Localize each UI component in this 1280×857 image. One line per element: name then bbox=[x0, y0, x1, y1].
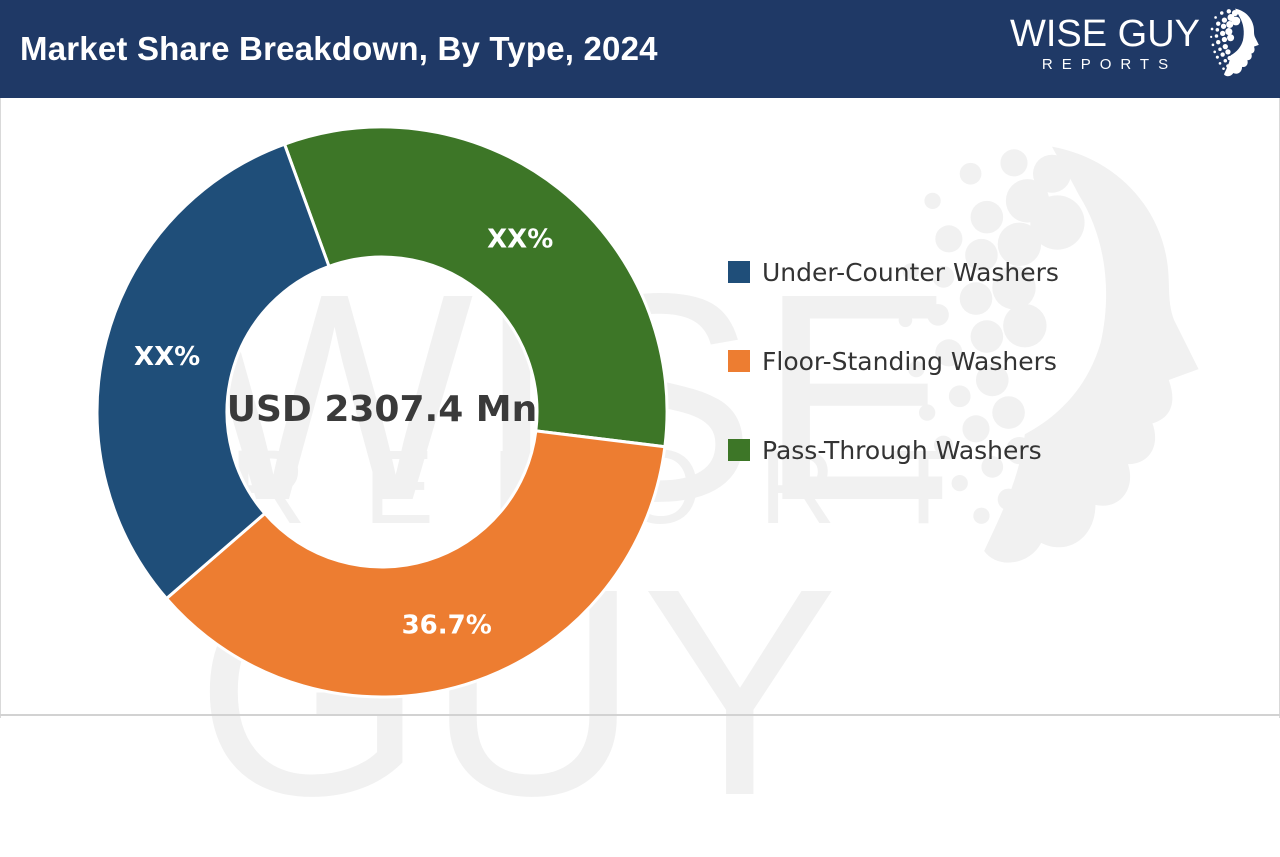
center-value-label: USD 2307.4 Mn bbox=[227, 389, 537, 430]
legend-item: Under-Counter Washers bbox=[728, 256, 1059, 288]
left-border bbox=[0, 98, 1, 718]
logo-face-icon bbox=[1210, 8, 1259, 77]
donut-chart: XX% 36.7% XX% USD 2307.4 Mn bbox=[95, 125, 669, 699]
legend-item: Floor-Standing Washers bbox=[728, 345, 1059, 377]
legend-item-label: Floor-Standing Washers bbox=[762, 346, 1057, 376]
logo: WISE GUY REPORTS bbox=[1010, 6, 1266, 81]
legend-item: Pass-Through Washers bbox=[728, 434, 1059, 466]
legend-swatch bbox=[728, 261, 750, 283]
legend-swatch bbox=[728, 350, 750, 372]
segment-value-label: XX% bbox=[487, 224, 553, 254]
legend-item-label: Pass-Through Washers bbox=[762, 435, 1042, 465]
header-bar: Market Share Breakdown, By Type, 2024 WI… bbox=[0, 0, 1280, 98]
logo-secondary-text: REPORTS bbox=[1041, 56, 1178, 73]
donut-segment bbox=[283, 125, 669, 449]
segment-value-label: XX% bbox=[134, 342, 200, 372]
logo-primary-text: WISE GUY bbox=[1009, 13, 1200, 55]
segment-value-label: 36.7% bbox=[402, 610, 492, 640]
legend-swatch bbox=[728, 439, 750, 461]
donut-segment bbox=[165, 429, 667, 699]
legend: Under-Counter Washers Floor-Standing Was… bbox=[728, 256, 1059, 523]
legend-item-label: Under-Counter Washers bbox=[762, 257, 1059, 287]
bottom-border bbox=[0, 714, 1280, 716]
page-title: Market Share Breakdown, By Type, 2024 bbox=[20, 30, 658, 67]
donut-segment bbox=[95, 142, 331, 601]
